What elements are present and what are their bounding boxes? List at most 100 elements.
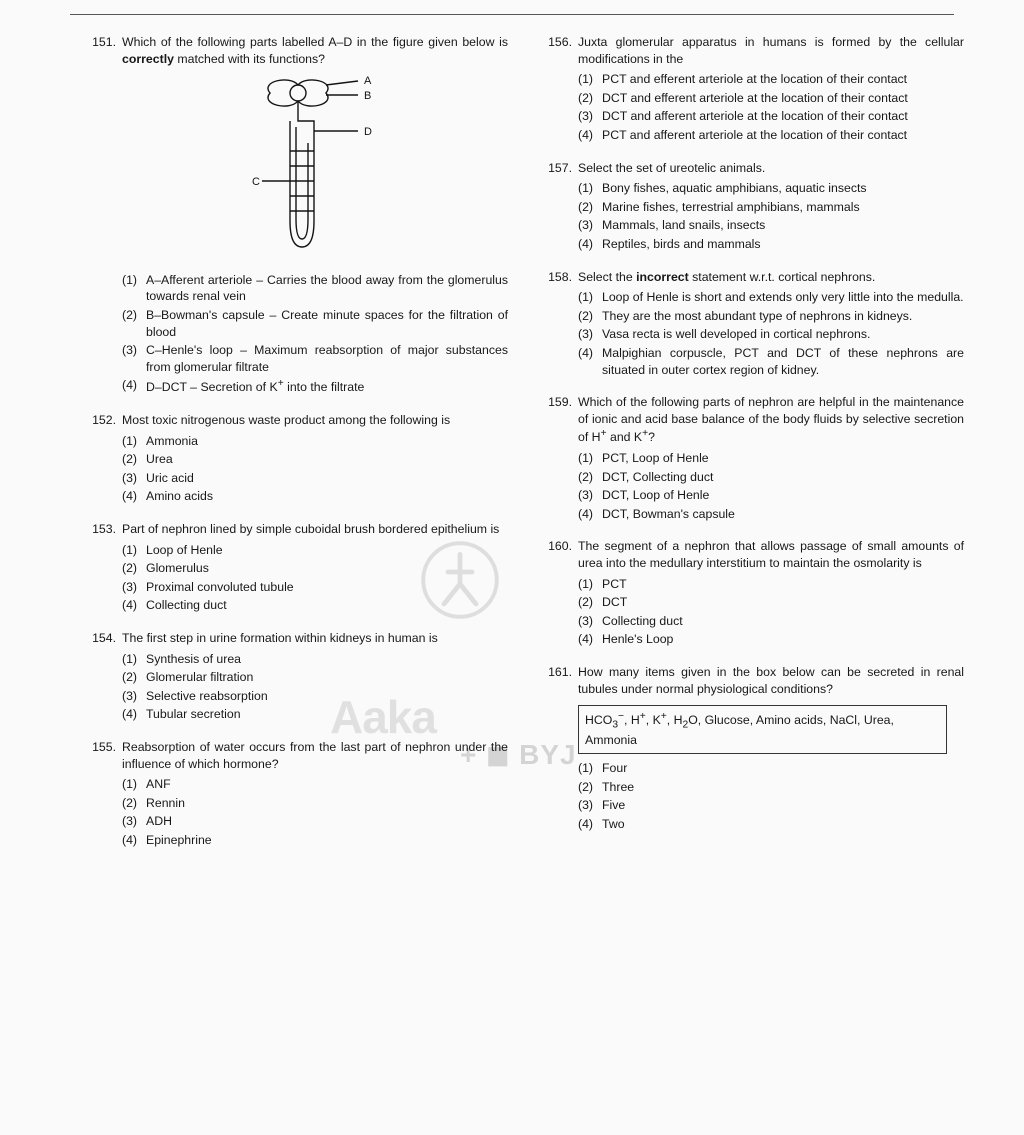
option: (3) Collecting duct [578, 613, 964, 630]
option-text: Synthesis of urea [146, 651, 508, 668]
option-number: (3) [578, 326, 602, 343]
question-stem: Which of the following parts labelled A–… [122, 34, 508, 67]
option-text: Selective reabsorption [146, 688, 508, 705]
question-number: 152. [80, 412, 122, 507]
option: (2) Marine fishes, terrestrial amphibian… [578, 199, 964, 216]
question-stem: Juxta glomerular apparatus in humans is … [578, 34, 964, 67]
option-number: (2) [122, 307, 146, 340]
option: (2) DCT, Collecting duct [578, 469, 964, 486]
option: (1) PCT, Loop of Henle [578, 450, 964, 467]
option: (1) Loop of Henle is short and extends o… [578, 289, 964, 306]
question-body: How many items given in the box below ca… [578, 664, 964, 835]
option-number: (2) [578, 779, 602, 796]
option-text: PCT and efferent arteriole at the locati… [602, 71, 964, 88]
option-number: (2) [122, 795, 146, 812]
question-number: 158. [536, 269, 578, 381]
option-text: Rennin [146, 795, 508, 812]
option-number: (3) [122, 579, 146, 596]
option-text: C–Henle's loop – Maximum reabsorption of… [146, 342, 508, 375]
option-text: DCT [602, 594, 964, 611]
question: 151. Which of the following parts labell… [80, 34, 508, 398]
option: (4) Two [578, 816, 964, 833]
option: (4) Henle's Loop [578, 631, 964, 648]
left-column: 151. Which of the following parts labell… [80, 34, 508, 865]
option-text: Glomerulus [146, 560, 508, 577]
option-text: ANF [146, 776, 508, 793]
question: 152. Most toxic nitrogenous waste produc… [80, 412, 508, 507]
option: (4) PCT and afferent arteriole at the lo… [578, 127, 964, 144]
option-number: (1) [578, 289, 602, 306]
item-box: HCO3−, H+, K+, H2O, Glucose, Amino acids… [578, 705, 947, 754]
option: (3) ADH [122, 813, 508, 830]
option-text: Amino acids [146, 488, 508, 505]
option-number: (4) [578, 506, 602, 523]
options-list: (1) PCT and efferent arteriole at the lo… [578, 71, 964, 143]
option-text: Epinephrine [146, 832, 508, 849]
option-text: Vasa recta is well developed in cortical… [602, 326, 964, 343]
options-list: (1) Synthesis of urea (2) Glomerular fil… [122, 651, 508, 723]
option: (2) B–Bowman's capsule – Create minute s… [122, 307, 508, 340]
question-body: The segment of a nephron that allows pas… [578, 538, 964, 650]
option: (2) Rennin [122, 795, 508, 812]
question-number: 157. [536, 160, 578, 255]
option-text: ADH [146, 813, 508, 830]
question-body: Which of the following parts of nephron … [578, 394, 964, 524]
option: (1) Ammonia [122, 433, 508, 450]
question-body: Juxta glomerular apparatus in humans is … [578, 34, 964, 146]
option-number: (1) [578, 576, 602, 593]
option-text: They are the most abundant type of nephr… [602, 308, 964, 325]
question-number: 160. [536, 538, 578, 650]
svg-text:C: C [252, 176, 260, 188]
question: 161. How many items given in the box bel… [536, 664, 964, 835]
option: (3) DCT, Loop of Henle [578, 487, 964, 504]
figure-wrap: A B D C [122, 71, 508, 266]
option-text: Two [602, 816, 964, 833]
question-stem: Select the incorrect statement w.r.t. co… [578, 269, 964, 286]
option-number: (4) [122, 488, 146, 505]
question: 154. The first step in urine formation w… [80, 630, 508, 725]
option: (4) Amino acids [122, 488, 508, 505]
question-number: 161. [536, 664, 578, 835]
option: (1) Loop of Henle [122, 542, 508, 559]
option: (4) Epinephrine [122, 832, 508, 849]
option-number: (4) [122, 597, 146, 614]
option: (1) PCT [578, 576, 964, 593]
question-body: Reabsorption of water occurs from the la… [122, 739, 508, 851]
question-number: 155. [80, 739, 122, 851]
top-rule [70, 14, 954, 15]
option: (1) ANF [122, 776, 508, 793]
question: 159. Which of the following parts of nep… [536, 394, 964, 524]
option-number: (1) [578, 71, 602, 88]
question-stem: Most toxic nitrogenous waste product amo… [122, 412, 508, 429]
question: 160. The segment of a nephron that allow… [536, 538, 964, 650]
option: (3) Uric acid [122, 470, 508, 487]
question-stem: Which of the following parts of nephron … [578, 394, 964, 446]
option: (2) Three [578, 779, 964, 796]
option-number: (3) [578, 797, 602, 814]
option: (4) Reptiles, birds and mammals [578, 236, 964, 253]
options-list: (1) Ammonia (2) Urea (3) Uric acid (4) A… [122, 433, 508, 505]
option: (4) DCT, Bowman's capsule [578, 506, 964, 523]
option-text: Henle's Loop [602, 631, 964, 648]
option-text: Collecting duct [146, 597, 508, 614]
option: (2) DCT [578, 594, 964, 611]
options-list: (1) PCT, Loop of Henle (2) DCT, Collecti… [578, 450, 964, 522]
option-number: (2) [578, 199, 602, 216]
option-number: (2) [122, 560, 146, 577]
option-text: Urea [146, 451, 508, 468]
option-number: (4) [578, 631, 602, 648]
option-text: Tubular secretion [146, 706, 508, 723]
options-list: (1) A–Afferent arteriole – Carries the b… [122, 272, 508, 396]
option-number: (4) [578, 816, 602, 833]
right-column: 156. Juxta glomerular apparatus in human… [536, 34, 964, 865]
exam-page: Aaka + ◼ BYJ 151. Which of the following… [0, 0, 1024, 1135]
option: (1) Four [578, 760, 964, 777]
question-stem: Part of nephron lined by simple cuboidal… [122, 521, 508, 538]
option: (3) Mammals, land snails, insects [578, 217, 964, 234]
option-text: Four [602, 760, 964, 777]
option-text: PCT [602, 576, 964, 593]
question-body: Part of nephron lined by simple cuboidal… [122, 521, 508, 616]
option: (2) DCT and efferent arteriole at the lo… [578, 90, 964, 107]
option-number: (3) [122, 688, 146, 705]
option-number: (2) [578, 469, 602, 486]
